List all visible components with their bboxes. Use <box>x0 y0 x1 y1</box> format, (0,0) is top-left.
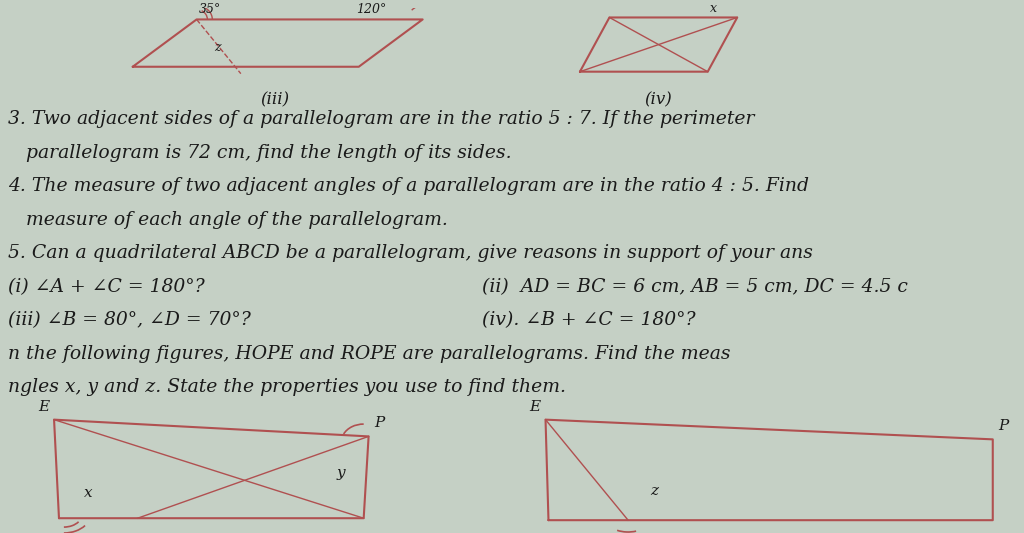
Text: 35°: 35° <box>199 4 221 17</box>
Text: (iv). ∠B + ∠C = 180°?: (iv). ∠B + ∠C = 180°? <box>481 311 695 329</box>
Text: measure of each angle of the parallelogram.: measure of each angle of the parallelogr… <box>8 211 447 229</box>
Text: P: P <box>375 416 385 431</box>
Text: E: E <box>529 400 541 414</box>
Text: y: y <box>337 466 345 480</box>
Text: 3. Two adjacent sides of a parallelogram are in the ratio 5 : 7. If the perimete: 3. Two adjacent sides of a parallelogram… <box>8 110 755 128</box>
Text: n the following figures, HOPE and ROPE are parallelograms. Find the meas: n the following figures, HOPE and ROPE a… <box>8 345 730 363</box>
Text: (i) ∠A + ∠C = 180°?: (i) ∠A + ∠C = 180°? <box>8 278 205 296</box>
Text: P: P <box>998 419 1009 433</box>
Text: 120°: 120° <box>355 4 386 17</box>
Text: x: x <box>84 487 93 500</box>
Text: (iv): (iv) <box>645 91 673 108</box>
Text: parallelogram is 72 cm, find the length of its sides.: parallelogram is 72 cm, find the length … <box>8 143 512 161</box>
Text: (ii)  AD = BC = 6 cm, AB = 5 cm, DC = 4.5 c: (ii) AD = BC = 6 cm, AB = 5 cm, DC = 4.5… <box>481 278 907 296</box>
Text: ngles x, y and z. State the properties you use to find them.: ngles x, y and z. State the properties y… <box>8 378 566 396</box>
Text: E: E <box>38 400 49 414</box>
Text: 5. Can a quadrilateral ABCD be a parallelogram, give reasons in support of your : 5. Can a quadrilateral ABCD be a paralle… <box>8 244 813 262</box>
Text: z: z <box>214 41 221 54</box>
Text: (iii): (iii) <box>261 91 290 108</box>
Text: x: x <box>710 2 717 14</box>
Text: 4. The measure of two adjacent angles of a parallelogram are in the ratio 4 : 5.: 4. The measure of two adjacent angles of… <box>8 177 809 195</box>
Text: (iii) ∠B = 80°, ∠D = 70°?: (iii) ∠B = 80°, ∠D = 70°? <box>8 311 251 329</box>
Text: z: z <box>649 484 657 498</box>
